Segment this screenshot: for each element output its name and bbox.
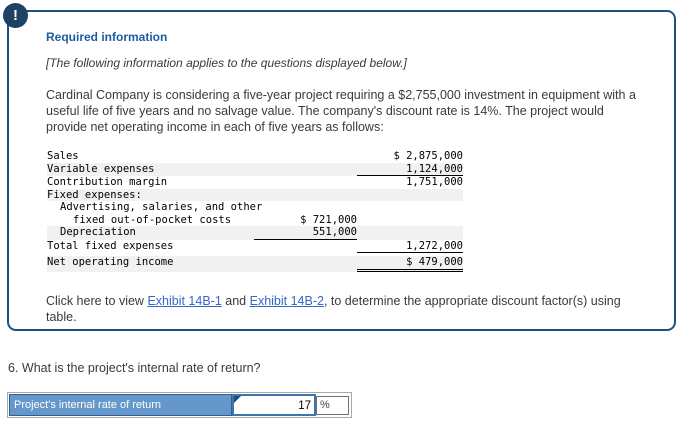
statement-row: Variable expenses 1,124,000 [47,162,463,177]
statement-right-amount: $ 479,000 [357,256,463,272]
statement-mid-amount: 551,000 [254,226,357,240]
statement-row-label: Variable expenses [47,162,155,175]
statement-right-amount [357,189,463,202]
statement-mid-amount [254,176,357,189]
exhibit-14b-1-link[interactable]: Exhibit 14B-1 [147,293,222,308]
exhibit-14b-2-link[interactable]: Exhibit 14B-2 [249,293,324,308]
applies-note: [The following information applies to th… [46,56,407,70]
answer-row-label: Project's internal rate of return [9,394,232,416]
statement-row-label: Contribution margin [47,176,168,188]
statement-row: fixed out-of-pocket costs $ 721,000 [47,214,463,227]
statement-mid-amount [262,201,361,214]
statement-right-amount [357,214,463,227]
exhibit-text-middle: and [221,293,250,308]
statement-mid-amount [254,189,357,202]
statement-row: Net operating income $ 479,000 [47,256,463,272]
statement-right-amount: 1,124,000 [357,163,463,176]
statement-right-amount: 1,272,000 [357,240,463,253]
statement-mid-amount [254,256,357,272]
statement-right-amount: $ 2,875,000 [393,150,463,162]
statement-right-amount [361,201,463,214]
statement-row: Total fixed expenses 1,272,000 [47,239,463,254]
exhibit-instructions: Click here to view Exhibit 14B-1 and Exh… [46,293,642,325]
statement-row: Depreciation 551,000 [47,226,463,240]
statement-row-label: Total fixed expenses [47,239,174,252]
exhibit-text-suffix: , to determine the appropriate discount … [46,293,621,324]
statement-row-label: Depreciation [60,226,136,238]
required-info-panel: Required information [The following info… [7,10,676,331]
alert-exclamation-icon: ! [3,3,28,28]
statement-row: Sales $ 2,875,000 [47,150,463,163]
irr-input-cell [232,394,316,416]
statement-row-label: Net operating income [47,256,174,268]
answer-table: Project's internal rate of return % [7,392,352,418]
answer-label-text: Project's internal rate of return [14,399,162,411]
exhibit-text-prefix: Click here to view [46,293,148,308]
statement-row-label: Sales [47,150,79,162]
statement-row-label: fixed out-of-pocket costs [73,213,232,226]
percent-sign: % [320,399,330,411]
statement-right-amount [357,226,463,240]
cell-corner-flag-icon [234,396,241,403]
irr-value-input[interactable] [234,397,314,415]
statement-row-label: Fixed expenses: [47,188,142,201]
statement-mid-amount [254,163,357,177]
percent-unit-cell: % [316,395,349,415]
panel-heading: Required information [46,30,168,44]
panel-content: Required information [The following info… [9,12,674,325]
statement-mid-amount: $ 721,000 [300,213,357,226]
statement-row: Contribution margin 1,751,000 [47,176,463,189]
statement-mid-amount [254,150,357,163]
statement-right-amount: 1,751,000 [406,176,463,188]
income-statement: Sales $ 2,875,000 Variable expenses 1,124,0… [47,150,463,272]
statement-mid-amount [254,240,357,254]
statement-row: Fixed expenses: [47,188,463,202]
statement-row-label: Advertising, salaries, and other [60,201,263,213]
problem-statement: Cardinal Company is considering a five-y… [46,88,636,134]
question-6-text: 6. What is the project's internal rate o… [8,361,261,375]
statement-row: Advertising, salaries, and other [47,201,463,214]
